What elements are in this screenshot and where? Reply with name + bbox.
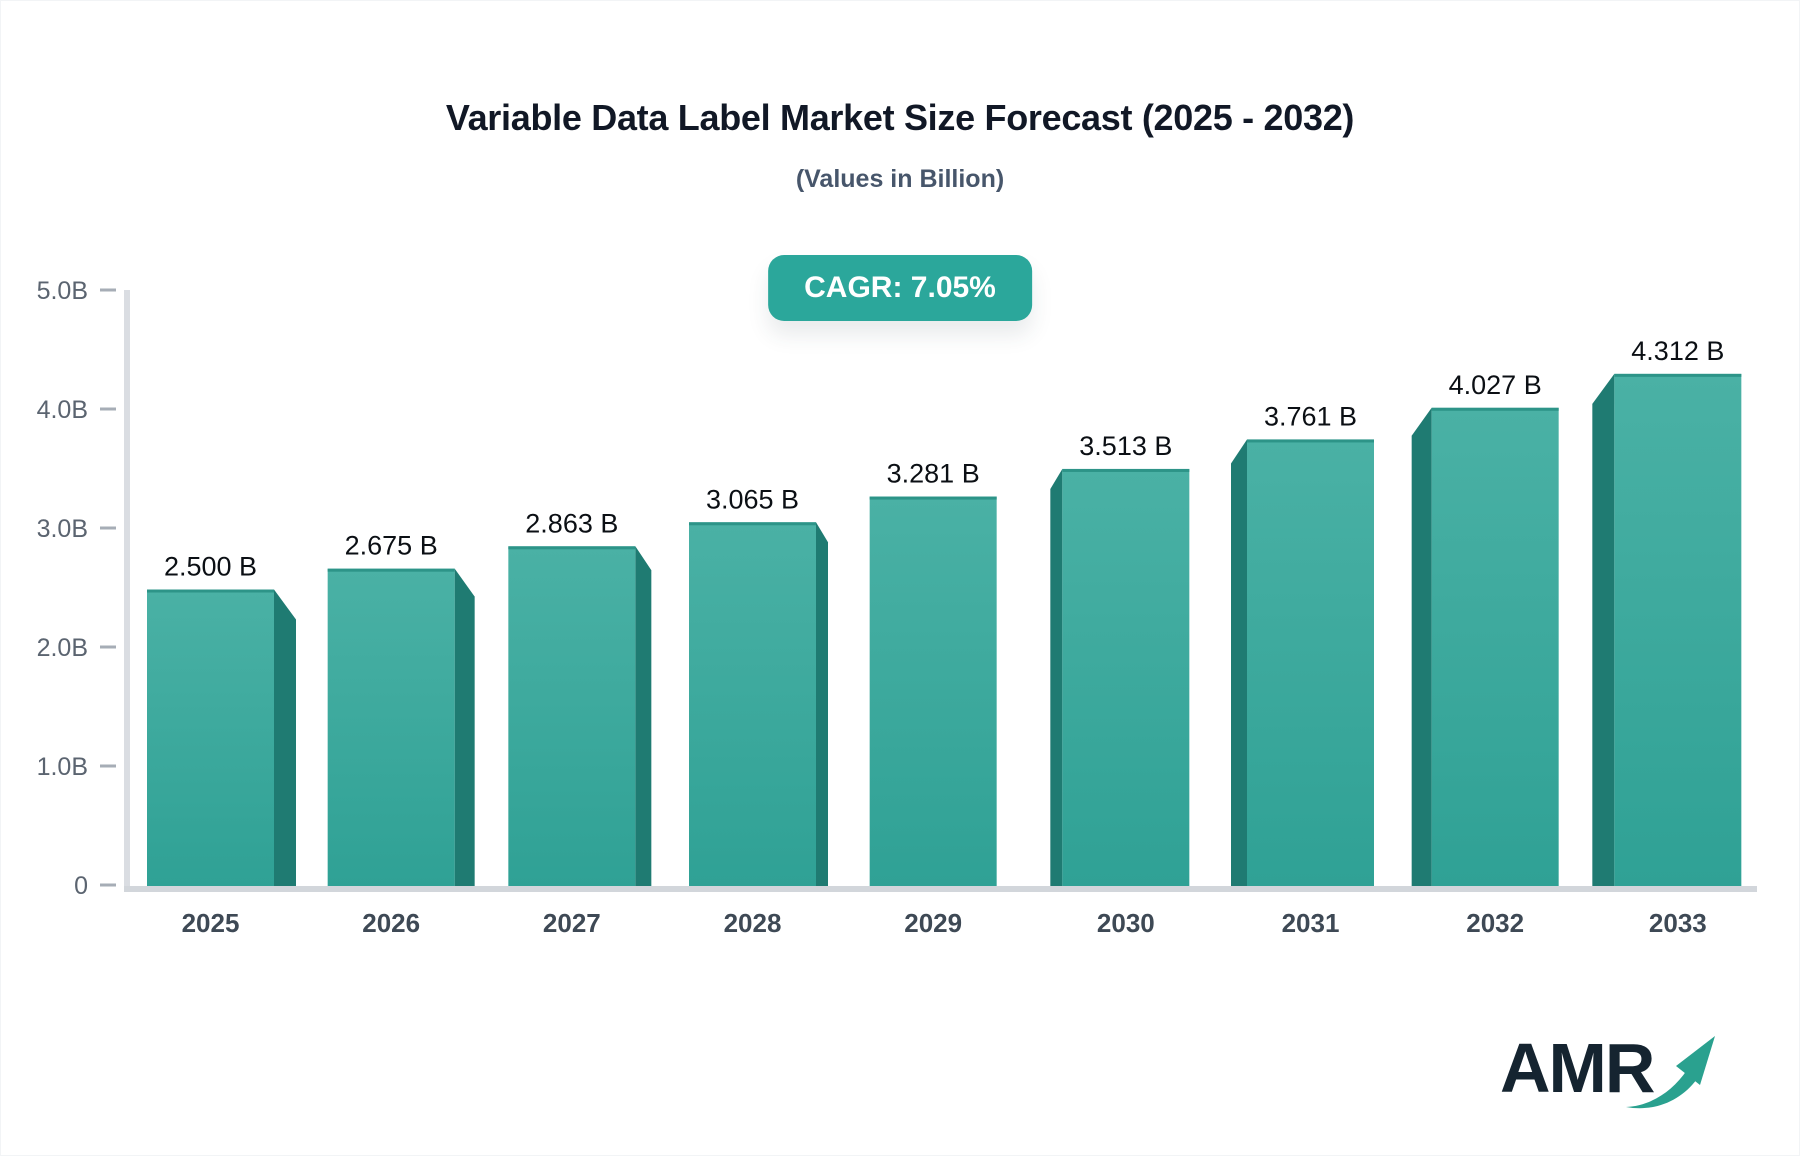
bar-group: 4.027 B 2032: [1411, 370, 1559, 938]
bar-value-label: 2.863 B: [525, 508, 618, 538]
x-axis-label: 2032: [1466, 908, 1524, 938]
bar-group: 3.281 B 2029: [869, 459, 997, 938]
x-axis-label: 2026: [362, 908, 420, 938]
x-axis-label: 2031: [1282, 908, 1340, 938]
bar-value-label: 2.675 B: [345, 531, 438, 561]
bar: [1431, 407, 1559, 887]
bar-top-edge: [508, 546, 636, 550]
y-axis-label: 4.0B: [37, 396, 88, 424]
bar: [327, 568, 455, 887]
bar-side-face: [1411, 407, 1432, 887]
bar-group: 2.863 B 2027: [508, 508, 652, 938]
bar-top-edge: [689, 522, 816, 526]
bar-top-edge: [1062, 468, 1190, 472]
y-axis-label: 0: [74, 872, 88, 900]
bar: [689, 522, 816, 887]
amr-logo: AMR: [1500, 1029, 1715, 1109]
y-axis-label: 2.0B: [37, 634, 88, 662]
y-axis-label: 1.0B: [37, 753, 88, 781]
chart-subtitle: (Values in Billion): [795, 165, 1005, 193]
x-axis-label: 2030: [1097, 908, 1155, 938]
bar: [1614, 373, 1742, 887]
bar-side-face: [274, 589, 296, 887]
cagr-badge: CAGR: 7.05%: [768, 255, 1032, 321]
bar: [1247, 439, 1374, 887]
y-axis-label: 5.0B: [37, 277, 88, 305]
amr-logo-arrow-icon: [1626, 1036, 1715, 1109]
bar-side-face: [1231, 439, 1247, 887]
bar-group: 3.513 B 2030: [1050, 431, 1190, 938]
bar-top-edge: [1247, 439, 1374, 443]
bar-side-face: [1592, 373, 1615, 887]
x-axis-label: 2033: [1649, 908, 1707, 938]
bar-value-label: 3.065 B: [706, 484, 799, 514]
x-axis-label: 2029: [904, 908, 962, 938]
bar-value-label: 4.027 B: [1449, 370, 1542, 400]
bar-group: 4.312 B 2033: [1592, 336, 1742, 938]
bar-value-label: 2.500 B: [164, 552, 257, 582]
bar-group: 3.065 B 2028: [689, 484, 828, 938]
y-axis-line: [124, 290, 130, 887]
chart-title: Variable Data Label Market Size Forecast…: [445, 97, 1355, 138]
bar-side-face: [1050, 468, 1063, 887]
y-axis-label: 3.0B: [37, 515, 88, 543]
bar-value-label: 3.281 B: [887, 459, 980, 489]
bar: [508, 546, 636, 887]
bar-side-face: [816, 522, 828, 887]
x-axis-label: 2027: [543, 908, 601, 938]
bar-group: 2.675 B 2026: [327, 531, 475, 938]
bar: [147, 589, 274, 887]
bar-value-label: 3.513 B: [1079, 431, 1172, 461]
bar-top-edge: [1431, 407, 1559, 411]
x-axis-line: [124, 886, 1757, 892]
x-axis-label: 2028: [724, 908, 782, 938]
bar-value-label: 4.312 B: [1631, 336, 1724, 366]
bar-top-edge: [869, 496, 997, 500]
bar-top-edge: [1614, 373, 1742, 377]
bar-group: 3.761 B 2031: [1231, 401, 1374, 938]
bar: [1062, 468, 1190, 887]
bar-top-edge: [147, 589, 274, 593]
x-axis-label: 2025: [182, 908, 240, 938]
amr-logo-text: AMR: [1500, 1029, 1655, 1107]
bar: [869, 496, 997, 887]
bar-value-label: 3.761 B: [1264, 401, 1357, 431]
bar-side-face: [454, 568, 475, 887]
bar-side-face: [635, 546, 652, 887]
bar-top-edge: [327, 568, 455, 572]
bar-group: 2.500 B 2025: [147, 552, 296, 938]
